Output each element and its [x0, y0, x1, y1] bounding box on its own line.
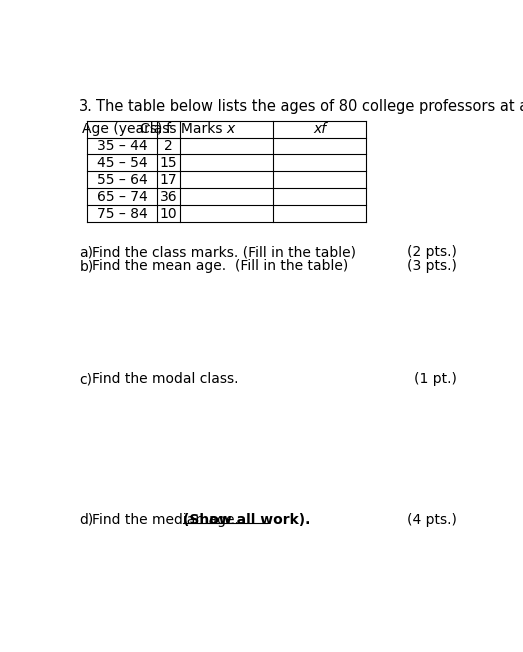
- Text: x: x: [226, 122, 235, 136]
- Text: a): a): [79, 245, 93, 259]
- Text: Age (years): Age (years): [82, 122, 162, 136]
- Text: Find the median age.: Find the median age.: [93, 512, 244, 527]
- Text: Find the mean age.  (Fill in the table): Find the mean age. (Fill in the table): [93, 259, 349, 273]
- Text: (2 pts.): (2 pts.): [407, 245, 457, 259]
- Text: 55 – 64: 55 – 64: [97, 173, 147, 187]
- Text: 45 – 54: 45 – 54: [97, 156, 147, 170]
- Text: d): d): [79, 512, 94, 527]
- Text: 17: 17: [160, 173, 177, 187]
- Text: (1 pt.): (1 pt.): [414, 372, 457, 387]
- Text: (3 pts.): (3 pts.): [407, 259, 457, 273]
- Text: Find the class marks. (Fill in the table): Find the class marks. (Fill in the table…: [93, 245, 357, 259]
- Text: c): c): [79, 372, 93, 387]
- Text: Find the modal class.: Find the modal class.: [93, 372, 239, 387]
- Text: 10: 10: [160, 207, 177, 221]
- Text: Class Marks: Class Marks: [140, 122, 226, 136]
- Text: f: f: [166, 122, 171, 136]
- Text: xf: xf: [313, 122, 326, 136]
- Text: b): b): [79, 259, 94, 273]
- Text: 3.: 3.: [79, 99, 93, 114]
- Text: 75 – 84: 75 – 84: [97, 207, 147, 221]
- Text: 2: 2: [164, 139, 173, 153]
- Text: The table below lists the ages of 80 college professors at a small college.: The table below lists the ages of 80 col…: [96, 99, 523, 114]
- Text: 36: 36: [160, 190, 177, 204]
- Text: (Show all work).: (Show all work).: [183, 512, 311, 527]
- Text: 35 – 44: 35 – 44: [97, 139, 147, 153]
- Text: 65 – 74: 65 – 74: [97, 190, 147, 204]
- Text: (4 pts.): (4 pts.): [407, 512, 457, 527]
- Text: 15: 15: [160, 156, 177, 170]
